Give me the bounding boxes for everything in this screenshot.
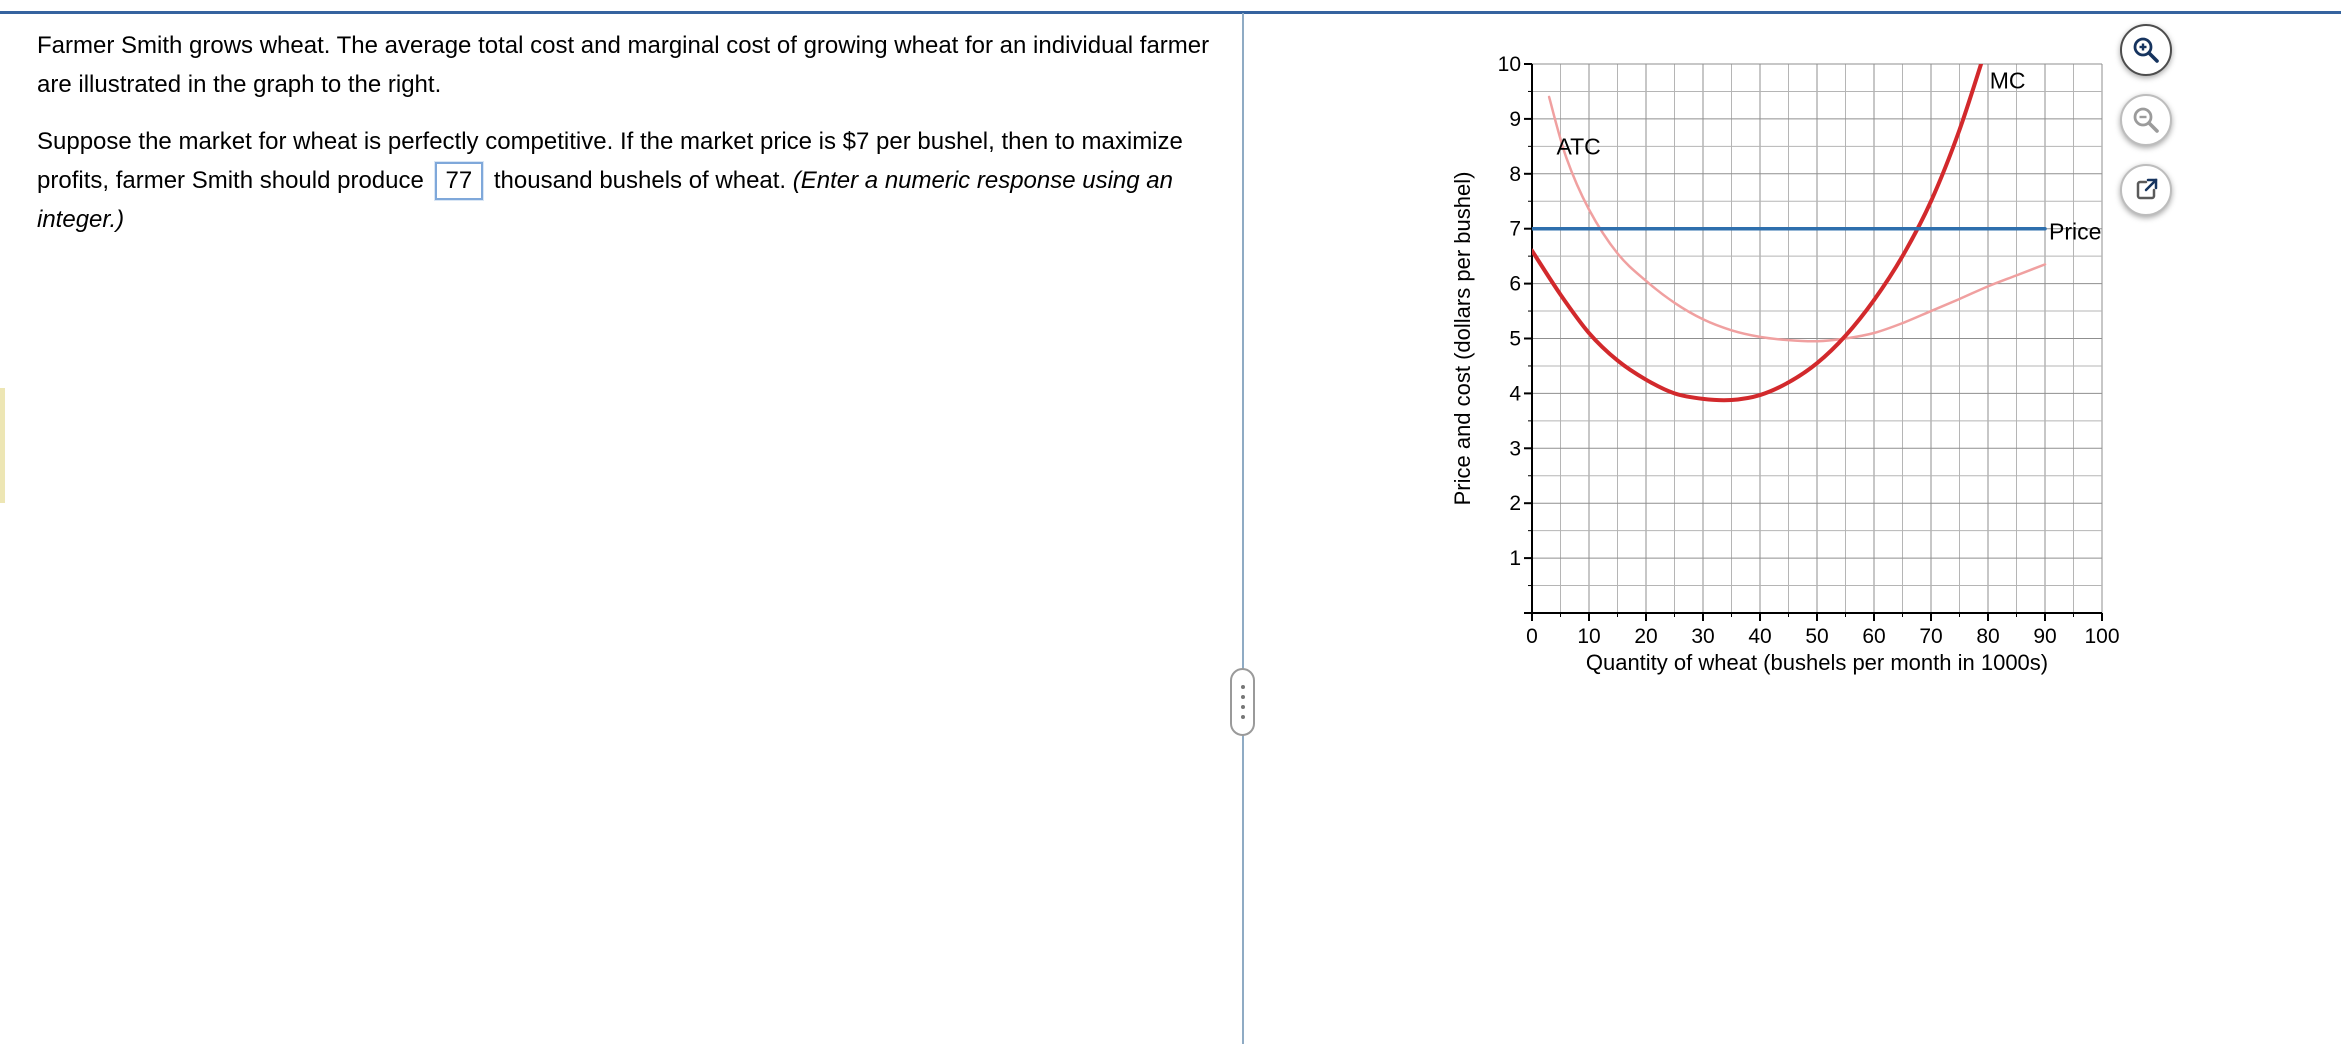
top-accent-bar xyxy=(0,11,2341,14)
question-panel: Farmer Smith grows wheat. The average to… xyxy=(37,26,1212,257)
zoom-out-button[interactable] xyxy=(2120,94,2172,146)
question-paragraph-1: Farmer Smith grows wheat. The average to… xyxy=(37,32,1210,98)
svg-text:90: 90 xyxy=(2033,625,2056,648)
answer-format-note: (Enter a numeric response using an integ… xyxy=(37,167,1173,233)
grid-lines xyxy=(1531,63,2103,614)
axes xyxy=(1524,63,2103,621)
panel-splitter-divider xyxy=(1242,13,1244,1044)
svg-text:5: 5 xyxy=(1509,328,1521,351)
svg-text:0: 0 xyxy=(1526,625,1538,648)
svg-text:40: 40 xyxy=(1748,625,1771,648)
splitter-grip-dot xyxy=(1240,695,1245,699)
svg-text:3: 3 xyxy=(1509,437,1521,460)
y-axis-label: Price and cost (dollars per bushel) xyxy=(1450,172,1475,506)
svg-text:30: 30 xyxy=(1691,625,1714,648)
cost-curves-chart: 0 10 20 30 40 50 60 70 80 90 100 1 2 3 4 5 6 7 8 9 10 Quantit… xyxy=(1440,40,2140,690)
svg-text:4: 4 xyxy=(1509,382,1521,405)
svg-text:6: 6 xyxy=(1509,273,1521,296)
cost-curves-svg: 0 10 20 30 40 50 60 70 80 90 10012345678910Quantit… xyxy=(1450,53,2120,675)
graph-toolbar xyxy=(2120,24,2172,216)
open-in-new-window-button[interactable] xyxy=(2120,164,2172,216)
splitter-grip-dot xyxy=(1240,715,1245,719)
svg-text:70: 70 xyxy=(1919,625,1942,648)
answer-input[interactable]: 77 xyxy=(434,162,484,200)
splitter-grip-dot xyxy=(1240,685,1245,689)
svg-text:8: 8 xyxy=(1509,163,1521,186)
panel-splitter-handle[interactable] xyxy=(1230,668,1255,736)
svg-text:20: 20 xyxy=(1634,625,1657,648)
svg-text:10: 10 xyxy=(1498,53,1521,76)
magnifier-plus-icon xyxy=(2133,37,2159,63)
zoom-in-button[interactable] xyxy=(2120,24,2172,76)
external-link-icon xyxy=(2136,178,2158,200)
question-paragraph-2-after: thousand bushels of wheat. xyxy=(493,167,787,194)
x-axis-label: Quantity of wheat (bushels per month in … xyxy=(1586,650,2048,675)
svg-text:2: 2 xyxy=(1509,492,1521,515)
svg-text:7: 7 xyxy=(1509,218,1521,241)
question-paragraph-2-text: Suppose the market for wheat is perfectl… xyxy=(37,128,1183,194)
atc-curve xyxy=(1547,95,2047,343)
svg-text:80: 80 xyxy=(1976,625,1999,648)
mc-curve-label: MC xyxy=(1990,68,2026,94)
svg-text:50: 50 xyxy=(1805,625,1828,648)
svg-text:60: 60 xyxy=(1862,625,1885,648)
mc-curve xyxy=(1532,64,1984,403)
splitter-grip-dot xyxy=(1240,705,1245,709)
magnifier-minus-icon xyxy=(2133,107,2159,133)
atc-curve-label: ATC xyxy=(1557,134,1601,160)
question-paragraph-2: Suppose the market for wheat is perfectl… xyxy=(37,122,1212,239)
price-curve-label: Price xyxy=(2049,219,2101,245)
svg-text:1: 1 xyxy=(1509,547,1521,570)
tick-labels: 0 10 20 30 40 50 60 70 80 90 100 1 2 3 4 5 6 7 8 9 10 xyxy=(1498,53,2120,648)
left-edge-highlight xyxy=(0,388,5,503)
svg-text:9: 9 xyxy=(1509,108,1521,131)
svg-text:10: 10 xyxy=(1577,625,1600,648)
svg-text:100: 100 xyxy=(2084,625,2119,648)
